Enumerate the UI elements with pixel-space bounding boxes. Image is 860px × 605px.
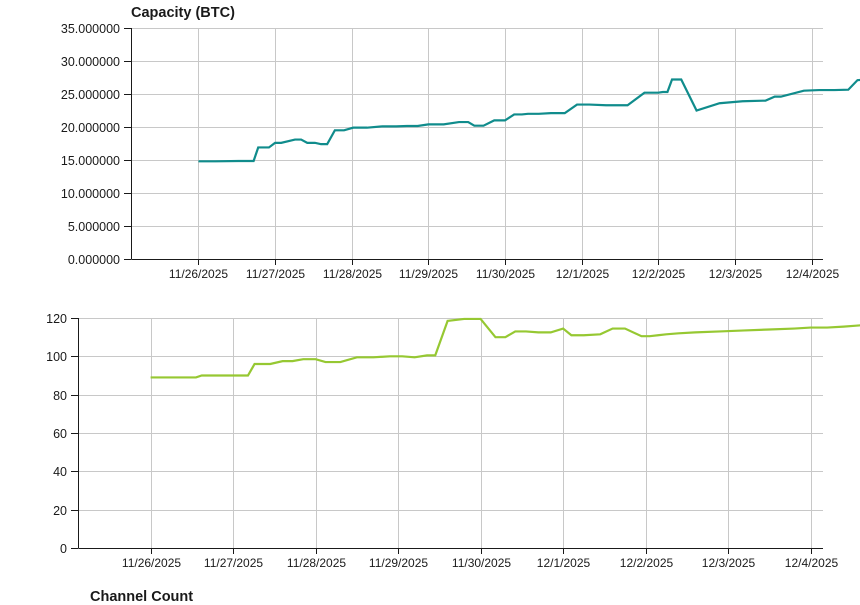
y-axis-tick-label: 10.000000 [61,187,120,201]
y-axis-tick-label: 30.000000 [61,55,120,69]
y-axis-tick-label: 20 [53,504,67,518]
y-axis-tick-label: 0.000000 [68,253,120,267]
capacity-chart-plot: 0.000000 5.000000 10.000000 15.000000 20.000… [61,22,860,281]
y-axis-tick-label: 40 [53,465,67,479]
x-axis-tick-label: 11/28/2025 [323,267,382,281]
x-axis-tick-label: 12/2/2025 [632,267,686,281]
y-axis-tick-label: 35.000000 [61,22,120,36]
y-axis-tick-label: 15.000000 [61,154,120,168]
capacity-chart-title: Capacity (BTC) [131,5,235,21]
x-axis-tick-label: 11/30/2025 [476,267,535,281]
y-axis-tick-label: 0 [60,542,67,556]
x-axis-tick-label: 12/3/2025 [709,267,763,281]
x-axis-tick-label: 12/4/2025 [786,267,840,281]
y-axis-tick-label: 60 [53,427,67,441]
x-axis-tick-label: 11/26/2025 [122,556,181,570]
y-axis-tick-label: 25.000000 [61,88,120,102]
y-axis-tick-label: 5.000000 [68,220,120,234]
capacity-chart-panel: Capacity (BTC) 0.000000 5.000000 10.000000… [0,0,860,290]
x-axis-tick-label: 11/29/2025 [369,556,428,570]
y-axis-tick-label: 80 [53,389,67,403]
channel-count-chart-plot: 0 20 40 60 80 100 120 11/26/2025 11/27/2025 11/28… [46,312,860,570]
x-axis-tick-label: 12/1/2025 [537,556,591,570]
x-axis-tick-label: 12/2/2025 [620,556,674,570]
x-axis-tick-label: 11/27/2025 [204,556,263,570]
data-series-line [198,78,860,163]
x-axis-tick-label: 11/30/2025 [452,556,511,570]
data-series-line [150,317,860,379]
y-axis-tick-label: 20.000000 [61,121,120,135]
x-axis-tick-label: 12/1/2025 [556,267,610,281]
x-axis-tick-label: 11/28/2025 [287,556,346,570]
x-axis-tick-label: 11/26/2025 [169,267,228,281]
y-axis-tick-label: 100 [46,350,67,364]
channel-count-chart-panel: Channel Count 0 20 40 60 80 100 120 11/26/2025 1… [0,290,860,605]
x-axis-tick-label: 11/29/2025 [399,267,458,281]
x-axis-tick-label: 11/27/2025 [246,267,305,281]
y-axis-tick-label: 120 [46,312,67,326]
x-axis-tick-label: 12/4/2025 [785,556,839,570]
x-axis-tick-label: 12/3/2025 [702,556,756,570]
